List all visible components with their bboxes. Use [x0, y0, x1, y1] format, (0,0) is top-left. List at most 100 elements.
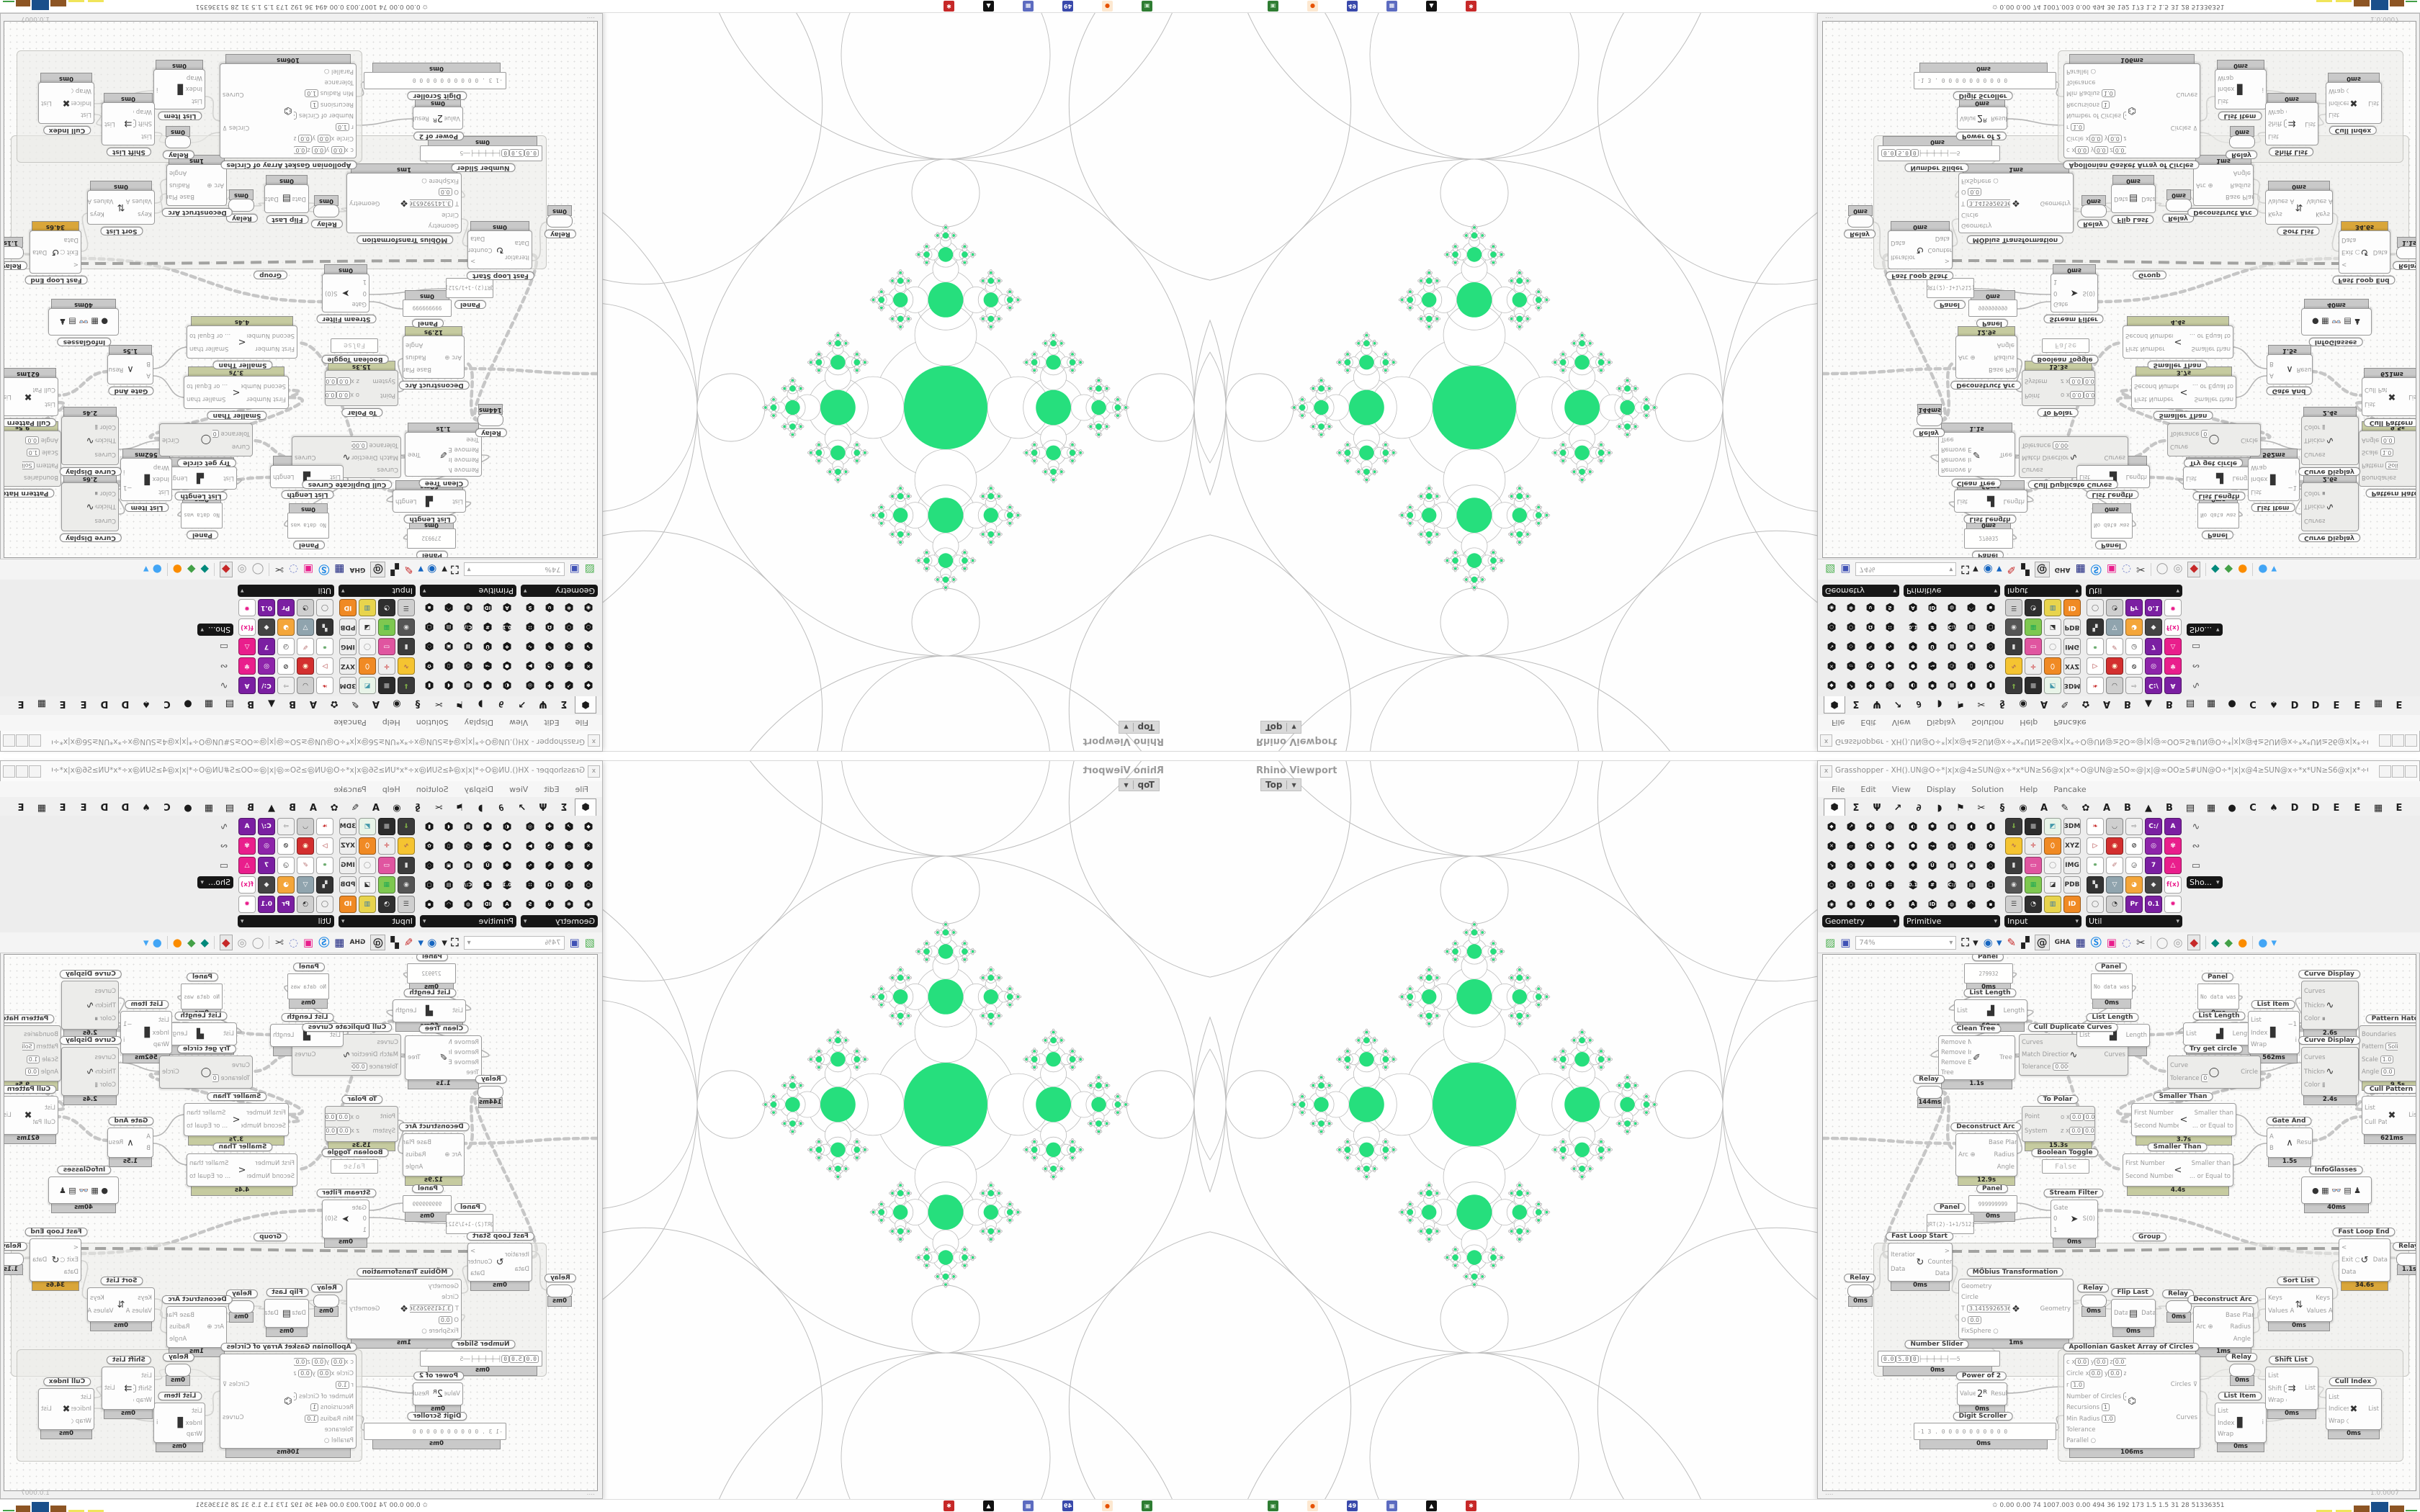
- gem-teal-icon[interactable]: ◆: [2211, 563, 2220, 576]
- gha-icon[interactable]: GHA: [349, 939, 366, 946]
- node-body[interactable]: Remove Nulls ○Remove Invalid ○Remove Emp…: [1938, 1035, 2015, 1080]
- category-tab-10[interactable]: A: [2040, 698, 2048, 709]
- input-param[interactable]: Wrap ○: [71, 1417, 91, 1425]
- panel-value[interactable]: No data was: [2091, 513, 2133, 539]
- node-body[interactable]: CurvesThickness 1.0Color ▪∿: [2301, 981, 2359, 1030]
- palette-icon[interactable]: ⬢ A: [1908, 898, 1918, 911]
- palette-icon[interactable]: 0.1: [2144, 895, 2163, 914]
- input-param[interactable]: Index 0: [151, 1029, 171, 1037]
- node-body[interactable]: Keys Values A ⇅ Keys Values A: [2265, 1287, 2333, 1322]
- gh-node-power-of-2[interactable]: Power of 2Value2ᴿResult0ms: [413, 1372, 465, 1415]
- output-param[interactable]: List: [104, 1385, 115, 1392]
- input-param[interactable]: First Number: [255, 1159, 295, 1167]
- input-param[interactable]: Exit ○: [2341, 248, 2360, 256]
- gh-node-digit-scroller[interactable]: Digit Scroller -1 3 . 0 0 0 0 0 0 0 0 0 0…: [364, 1412, 506, 1449]
- palette-icon[interactable]: ⬯: [2043, 837, 2062, 855]
- node-body[interactable]: Gate 0 1 ➤ S(0): [2051, 274, 2098, 312]
- palette-icon[interactable]: ◕: [2125, 618, 2143, 636]
- category-tab-9[interactable]: ◉: [2019, 698, 2027, 709]
- input-param[interactable]: Second Number: [2134, 1122, 2179, 1130]
- palette-icon[interactable]: ⬢ ◷: [463, 840, 473, 852]
- category-tab-7[interactable]: ✂: [1977, 803, 1986, 814]
- palette-icon[interactable]: ⬢ ▦: [463, 820, 473, 833]
- palette-icon[interactable]: ⬢ ◷: [1947, 660, 1957, 672]
- input-param[interactable]: Remove Empty ○: [448, 1059, 479, 1066]
- output-param[interactable]: Keys: [2316, 210, 2330, 218]
- gh-node-stream-filter[interactable]: Stream Filter Gate 0 1 ➤ S(0) 0ms: [2043, 1189, 2104, 1248]
- input-param[interactable]: Recursions 1: [2064, 100, 2126, 109]
- input-param[interactable]: Index 0: [2249, 1029, 2269, 1037]
- node-body[interactable]: Arc ⊕Base PlaneRadiusAngle: [166, 1306, 227, 1348]
- node-body[interactable]: List ▟ Length: [1954, 999, 2027, 1022]
- input-param[interactable]: Gate: [2053, 300, 2069, 308]
- menu-item-edit[interactable]: Edit: [1860, 784, 1876, 794]
- panel-value[interactable]: -1 3 . 0 0 0 0 0 0 0 0 0 0: [1914, 1423, 2056, 1440]
- palette-icon[interactable]: ✾: [2164, 837, 2182, 855]
- gh-node-fast-loop-end[interactable]: Fast Loop End < Exit ○ Data ↺ Data 34.6s: [2332, 1228, 2396, 1291]
- input-param[interactable]: List: [2218, 1407, 2228, 1415]
- input-param[interactable]: Data: [292, 1310, 306, 1317]
- input-param[interactable]: Remove Nulls ○: [1941, 1039, 1971, 1046]
- panel-value[interactable]: False: [2042, 1159, 2089, 1174]
- node-body[interactable]: List ▟ Length: [2183, 1022, 2257, 1045]
- gh-node-curve-display[interactable]: Curve DisplayCurvesThickness 1.0Color ▪∿…: [2298, 970, 2360, 1039]
- minimize-button[interactable]: [2379, 765, 2391, 778]
- palette-icon[interactable]: ▮: [397, 856, 416, 875]
- category-tab-22[interactable]: D: [2290, 698, 2299, 709]
- gem-green-icon[interactable]: ◆: [2224, 936, 2233, 949]
- input-param[interactable]: Color ▩: [2304, 1081, 2325, 1089]
- ball-orange-icon[interactable]: ●: [2238, 936, 2248, 949]
- output-param[interactable]: Smaller than: [2194, 395, 2233, 402]
- palette-label[interactable]: Geometry ▾: [521, 915, 598, 927]
- input-param[interactable]: Min Radius 1.0: [2064, 89, 2126, 97]
- output-param[interactable]: i: [2295, 467, 2297, 475]
- palette-icon[interactable]: A: [2164, 676, 2182, 695]
- panel-value[interactable]: 999999999: [1968, 300, 2017, 317]
- output-param[interactable]: List: [2408, 393, 2416, 400]
- gh-node-boolean-toggle[interactable]: Boolean Toggle False: [2031, 338, 2099, 364]
- palette-icon[interactable]: ⬢ ∷: [525, 878, 535, 891]
- output-param[interactable]: Circles ⊽: [2170, 1380, 2198, 1388]
- category-tab-22[interactable]: D: [121, 803, 130, 814]
- output-param[interactable]: Result: [2296, 366, 2312, 373]
- palette-icon[interactable]: ▭: [2191, 641, 2201, 652]
- palette-icon[interactable]: ▦: [377, 876, 396, 894]
- palette-icon[interactable]: ⬢ ◖: [1966, 679, 1976, 692]
- palette-icon[interactable]: ◡: [2105, 817, 2124, 836]
- palette-icon[interactable]: ⬢ ▩: [463, 859, 473, 872]
- panel-value[interactable]: 279932: [407, 963, 456, 984]
- floppy-calc-icon[interactable]: ▦: [1023, 1500, 1034, 1511]
- palette-icon[interactable]: ⬢ ▪: [1986, 898, 1996, 911]
- palette-icon[interactable]: ⬢ ⬟: [502, 840, 512, 852]
- palette-icon[interactable]: ⬢ ◔: [1865, 840, 1876, 852]
- output-param[interactable]: Base Plane: [2226, 1311, 2253, 1319]
- category-tab-21[interactable]: ♠: [2269, 698, 2278, 709]
- palette-icon[interactable]: ⬢ ↝: [483, 840, 493, 852]
- gh-node-boolean-toggle[interactable]: Boolean Toggle False: [321, 1148, 389, 1174]
- gh-node-relay[interactable]: Relay 144ms: [1913, 404, 1945, 437]
- output-param[interactable]: >: [1944, 1247, 1950, 1255]
- palette-icon[interactable]: ⬢ ▢: [424, 878, 434, 891]
- input-param[interactable]: Wrap ○: [2251, 1041, 2269, 1049]
- monitor-icon[interactable]: ▣: [1268, 1500, 1278, 1511]
- palette-icon[interactable]: ▭: [2024, 856, 2043, 875]
- palette-icon[interactable]: ■: [2024, 817, 2043, 836]
- input-param[interactable]: Thickness 1.0: [2302, 1002, 2325, 1009]
- palette-icon[interactable]: ◔: [2024, 598, 2043, 617]
- viewport-view-button[interactable]: Top ▼: [1260, 778, 1301, 791]
- gh-node-curve-display[interactable]: Curve DisplayCurvesThickness 1.0Color ▩∿…: [60, 1036, 122, 1105]
- palette-icon[interactable]: ⬢ ✎: [1865, 859, 1876, 872]
- gh-node-relay[interactable]: Relay 144ms: [1913, 1075, 1945, 1108]
- input-param[interactable]: Pattern Solid: [22, 1043, 60, 1051]
